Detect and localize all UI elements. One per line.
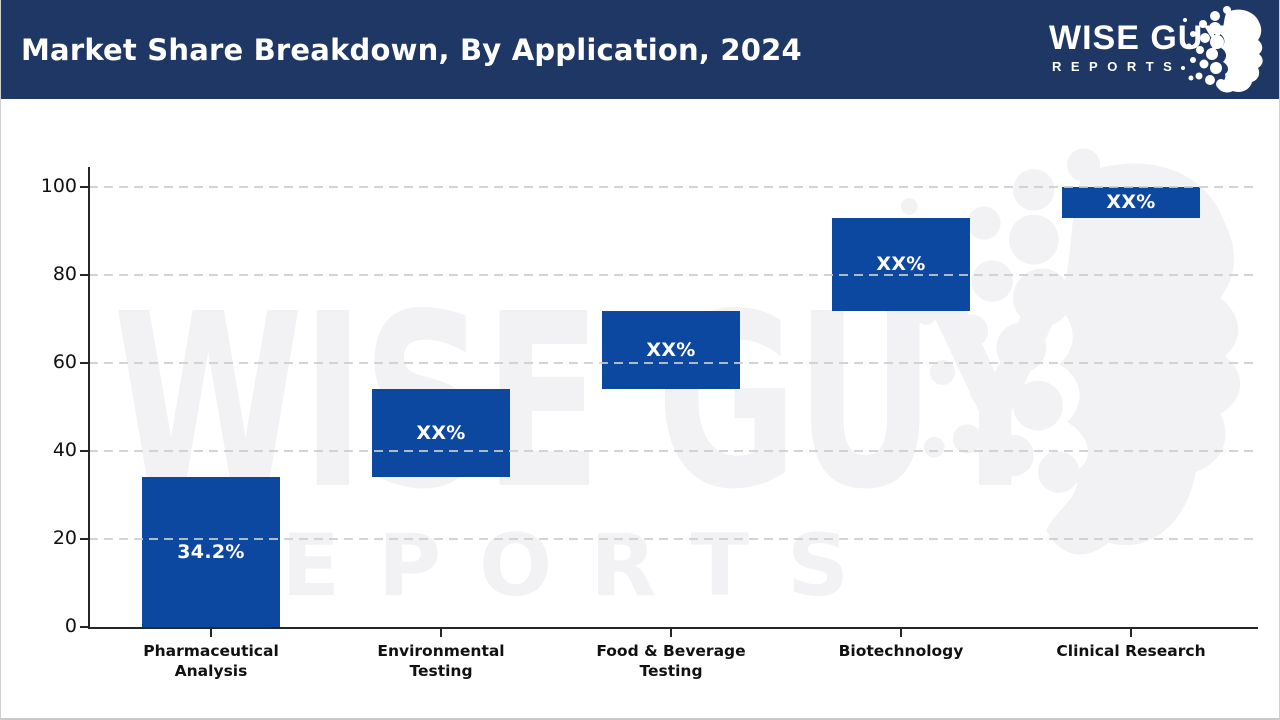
header-bar: Market Share Breakdown, By Application, … (1, 0, 1279, 99)
y-tick-mark (80, 538, 88, 540)
chart-plot-area: 0 20 40 60 80 100 34.2% XX% XX% XX% XX% Pharmaceuti… (1, 99, 1279, 718)
x-tick-mark (1130, 629, 1132, 637)
x-category-label: Environmental Testing (377, 642, 505, 680)
x-tick-mark (900, 629, 902, 637)
bar-segment: XX% (1062, 187, 1200, 218)
wiseguy-logo: WISE GUY REPORTS (1021, 6, 1271, 94)
x-category-label: Biotechnology (838, 642, 964, 660)
logo-text: WISE GUY REPORTS (1049, 20, 1227, 74)
page-title: Market Share Breakdown, By Application, … (21, 32, 802, 67)
bar-value-label: XX% (646, 339, 696, 362)
logo-subtext: REPORTS (1052, 59, 1182, 74)
bar-value-label: XX% (876, 253, 926, 276)
x-tick-mark (440, 629, 442, 637)
y-tick-label: 40 (52, 439, 77, 461)
x-category-label: Pharmaceutical Analysis (143, 642, 279, 680)
x-tick-mark (210, 629, 212, 637)
gridline (89, 538, 1257, 540)
y-tick-mark (80, 450, 88, 452)
gridline (89, 274, 1257, 276)
y-tick-mark (80, 362, 88, 364)
x-axis-line (88, 627, 1258, 629)
y-tick-label: 60 (52, 351, 77, 373)
wiseguy-face-icon (1181, 6, 1263, 93)
gridline (89, 450, 1257, 452)
x-category-label: Food & Beverage Testing (596, 642, 746, 680)
y-tick-label: 0 (64, 615, 77, 637)
y-tick-label: 20 (52, 527, 77, 549)
x-category-label: Clinical Research (1056, 642, 1206, 660)
y-tick-label: 100 (40, 175, 77, 197)
x-tick-mark (670, 629, 672, 637)
y-tick-mark (80, 274, 88, 276)
bar-segment: XX% (602, 311, 740, 390)
y-tick-mark (80, 186, 88, 188)
bar-segment: XX% (832, 217, 970, 312)
bar-segment: XX% (372, 389, 510, 477)
bar-value-label: 34.2% (177, 540, 245, 563)
bar-value-label: XX% (416, 421, 466, 444)
gridline (89, 186, 1257, 188)
y-axis-line (88, 167, 90, 629)
y-tick-mark (80, 626, 88, 628)
bar-segment: 34.2% (142, 476, 280, 627)
gridline (89, 362, 1257, 364)
y-tick-label: 80 (52, 263, 77, 285)
watermark-face-icon (892, 148, 1241, 555)
bar-value-label: XX% (1106, 191, 1156, 214)
